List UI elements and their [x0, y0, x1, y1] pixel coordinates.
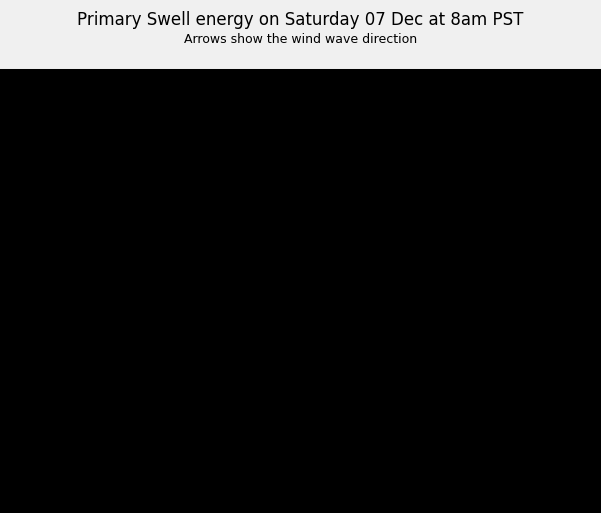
Text: Arrows show the wind wave direction: Arrows show the wind wave direction — [184, 33, 417, 46]
Text: Primary Swell energy on Saturday 07 Dec at 8am PST: Primary Swell energy on Saturday 07 Dec … — [78, 11, 523, 29]
